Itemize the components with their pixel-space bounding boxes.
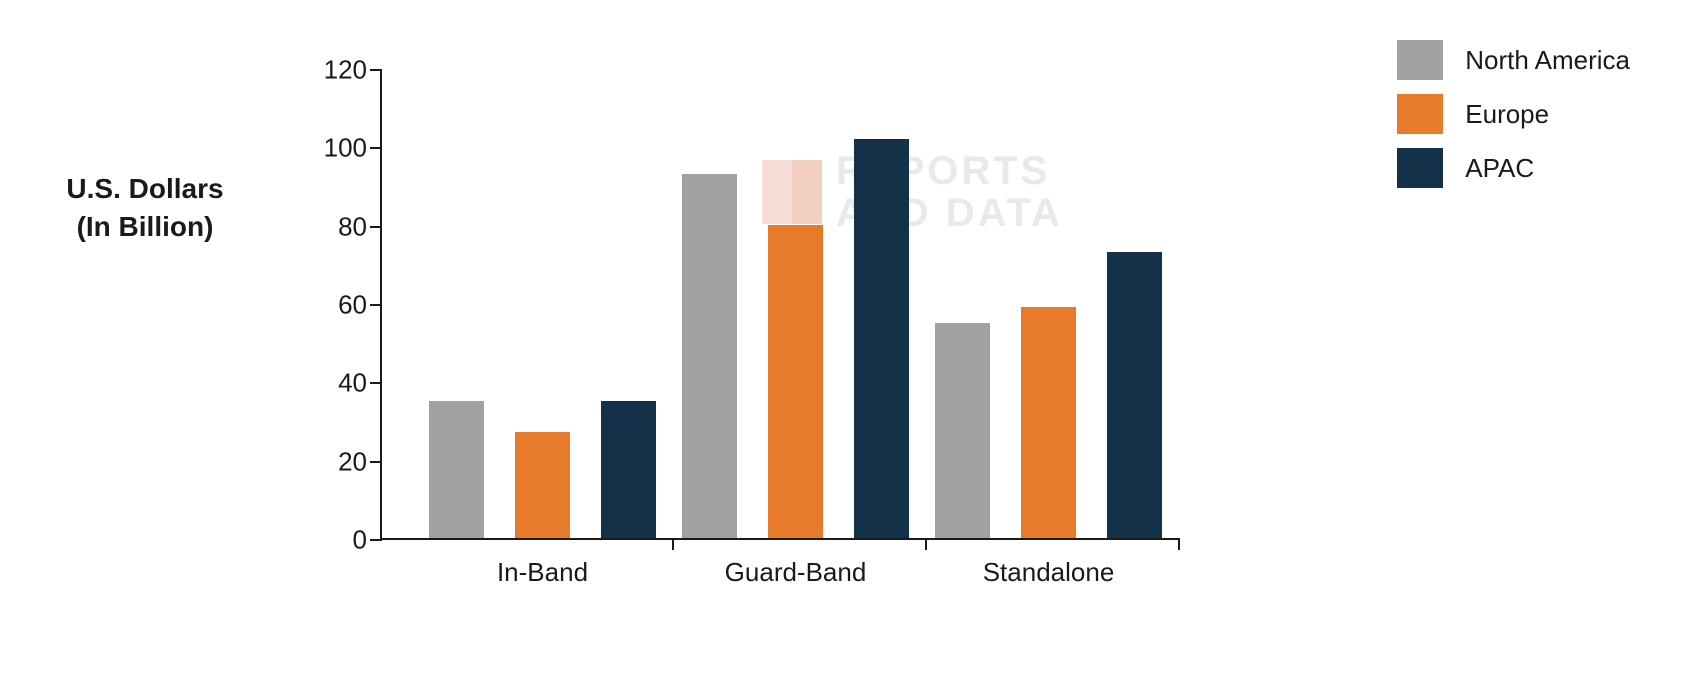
watermark: REPORTS AND DATA	[762, 150, 1063, 234]
y-axis-title-line2: (In Billion)	[77, 211, 214, 242]
y-tick	[370, 382, 382, 384]
y-tick-label: 40	[312, 368, 367, 399]
y-tick	[370, 226, 382, 228]
legend-swatch	[1397, 94, 1443, 134]
bar	[1021, 307, 1076, 538]
chart-container: U.S. Dollars (In Billion) REPORTS AND DA…	[0, 0, 1700, 700]
legend-label: APAC	[1465, 153, 1534, 184]
legend-item: Europe	[1397, 94, 1630, 134]
y-tick-label: 0	[312, 525, 367, 556]
x-tick-label: In-Band	[497, 557, 588, 588]
watermark-logo-block-2	[792, 160, 822, 224]
watermark-logo-block-1	[762, 160, 792, 224]
x-tick-label: Standalone	[983, 557, 1115, 588]
legend-item: North America	[1397, 40, 1630, 80]
legend-swatch	[1397, 40, 1443, 80]
bar	[854, 139, 909, 539]
y-axis-title: U.S. Dollars (In Billion)	[30, 170, 260, 246]
chart-area: REPORTS AND DATA 020406080100120In-BandG…	[300, 70, 1180, 580]
watermark-logo-icon	[762, 160, 822, 224]
x-tick	[1178, 538, 1180, 550]
y-tick-label: 100	[312, 133, 367, 164]
y-tick-label: 60	[312, 290, 367, 321]
plot-area: REPORTS AND DATA 020406080100120In-BandG…	[380, 70, 1180, 540]
bar	[935, 323, 990, 538]
y-tick	[370, 304, 382, 306]
y-tick	[370, 69, 382, 71]
y-tick	[370, 539, 382, 541]
legend-label: Europe	[1465, 99, 1549, 130]
y-tick-label: 20	[312, 446, 367, 477]
bar	[1107, 252, 1162, 538]
legend-item: APAC	[1397, 148, 1630, 188]
legend-swatch	[1397, 148, 1443, 188]
y-tick	[370, 147, 382, 149]
bar	[601, 401, 656, 538]
bar	[682, 174, 737, 538]
legend-label: North America	[1465, 45, 1630, 76]
bar	[515, 432, 570, 538]
y-tick-label: 80	[312, 211, 367, 242]
x-tick	[672, 538, 674, 550]
x-tick-label: Guard-Band	[725, 557, 867, 588]
y-axis-title-line1: U.S. Dollars	[66, 173, 223, 204]
y-tick	[370, 461, 382, 463]
y-tick-label: 120	[312, 55, 367, 86]
bar	[429, 401, 484, 538]
x-tick	[925, 538, 927, 550]
legend: North America Europe APAC	[1397, 40, 1630, 202]
bar	[768, 225, 823, 538]
